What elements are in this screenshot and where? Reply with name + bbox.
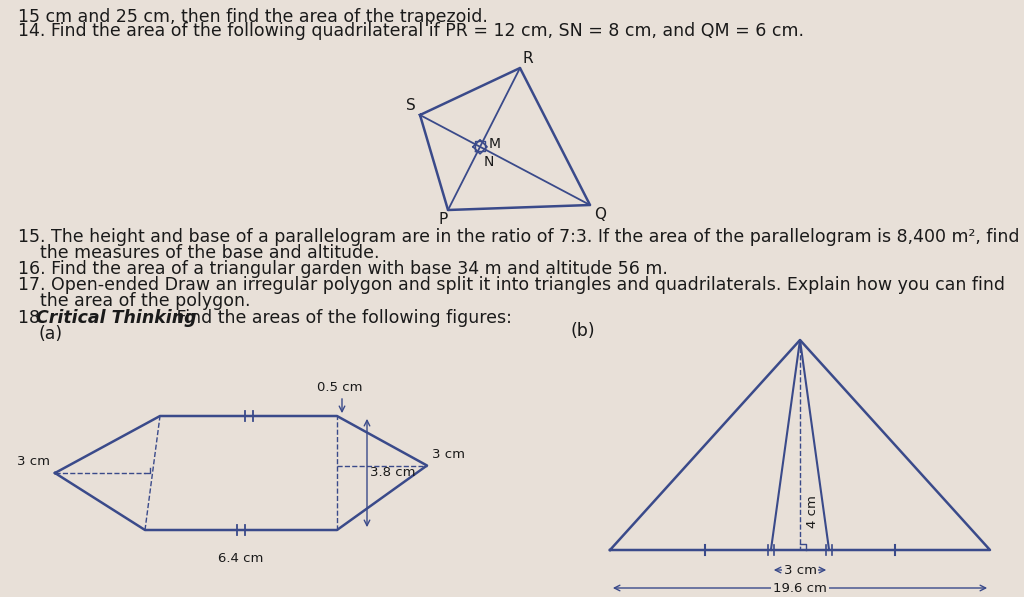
Text: 3.8 cm: 3.8 cm <box>370 466 416 479</box>
Text: the area of the polygon.: the area of the polygon. <box>18 292 251 310</box>
Text: M: M <box>488 137 501 151</box>
Text: 4 cm: 4 cm <box>806 495 819 528</box>
Text: 3 cm: 3 cm <box>783 564 816 577</box>
Text: Find the areas of the following figures:: Find the areas of the following figures: <box>171 309 512 327</box>
Text: 14. Find the area of the following quadrilateral if PR = 12 cm, SN = 8 cm, and Q: 14. Find the area of the following quadr… <box>18 22 804 40</box>
Text: 19.6 cm: 19.6 cm <box>773 581 827 595</box>
Text: 16. Find the area of a triangular garden with base 34 m and altitude 56 m.: 16. Find the area of a triangular garden… <box>18 260 668 278</box>
Text: 17. Open-ended Draw an irregular polygon and split it into triangles and quadril: 17. Open-ended Draw an irregular polygon… <box>18 276 1005 294</box>
Text: 3 cm: 3 cm <box>432 448 465 460</box>
Text: Critical Thinking: Critical Thinking <box>36 309 197 327</box>
Text: 0.5 cm: 0.5 cm <box>317 381 362 394</box>
Text: 15 cm and 25 cm, then find the area of the trapezoid.: 15 cm and 25 cm, then find the area of t… <box>18 8 487 26</box>
Text: P: P <box>438 212 447 227</box>
Text: S: S <box>407 98 416 113</box>
Text: 15. The height and base of a parallelogram are in the ratio of 7:3. If the area : 15. The height and base of a parallelogr… <box>18 228 1020 246</box>
Text: R: R <box>523 51 534 66</box>
Text: the measures of the base and altitude.: the measures of the base and altitude. <box>18 244 380 262</box>
Text: Q: Q <box>594 207 606 222</box>
Text: 18.: 18. <box>18 309 51 327</box>
Text: (b): (b) <box>570 322 595 340</box>
Text: 3 cm: 3 cm <box>17 455 50 468</box>
Text: (a): (a) <box>38 325 62 343</box>
Text: N: N <box>484 155 495 169</box>
Text: 6.4 cm: 6.4 cm <box>218 552 264 565</box>
